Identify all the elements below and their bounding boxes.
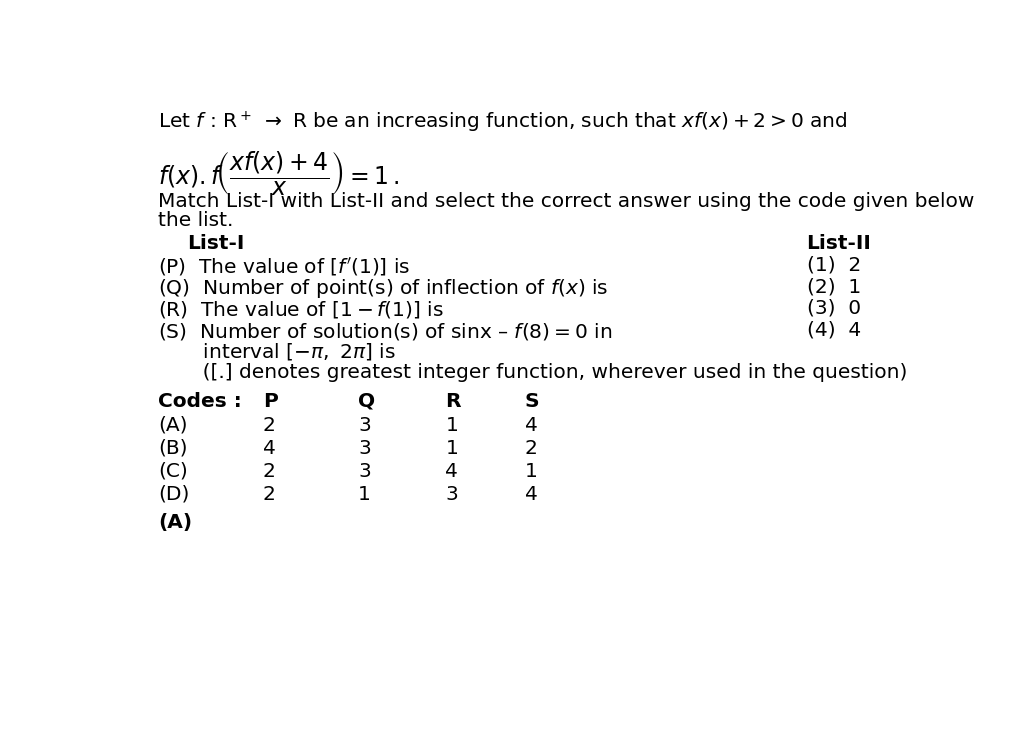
Text: 2: 2	[263, 416, 275, 434]
Text: 4: 4	[524, 484, 538, 504]
Text: (2)  1: (2) 1	[807, 278, 861, 296]
Text: 1: 1	[524, 461, 538, 481]
Text: 4: 4	[445, 461, 459, 481]
Text: Match List-I with List-II and select the correct answer using the code given bel: Match List-I with List-II and select the…	[158, 193, 975, 211]
Text: ([.] denotes greatest integer function, wherever used in the question): ([.] denotes greatest integer function, …	[158, 363, 907, 382]
Text: 4: 4	[524, 416, 538, 434]
Text: 3: 3	[445, 484, 458, 504]
Text: Codes :: Codes :	[158, 392, 242, 411]
Text: (P)  The value of $[f'(1)]$ is: (P) The value of $[f'(1)]$ is	[158, 255, 411, 278]
Text: 1: 1	[445, 439, 459, 458]
Text: R: R	[445, 392, 461, 411]
Text: Let $f$ : R$^+$ $\rightarrow$ R be an increasing function, such that $xf(x) + 2 : Let $f$ : R$^+$ $\rightarrow$ R be an in…	[158, 109, 848, 135]
Text: (C): (C)	[158, 461, 188, 481]
Text: Q: Q	[358, 392, 375, 411]
Text: 1: 1	[358, 484, 371, 504]
Text: (S)  Number of solution(s) of sinx – $f(8) = 0$ in: (S) Number of solution(s) of sinx – $f(8…	[158, 321, 612, 341]
Text: (Q)  Number of point(s) of inflection of $f(x)$ is: (Q) Number of point(s) of inflection of …	[158, 278, 608, 300]
Text: (4)  4: (4) 4	[807, 321, 861, 340]
Text: List-II: List-II	[807, 234, 871, 253]
Text: List-I: List-I	[187, 234, 245, 253]
Text: S: S	[524, 392, 540, 411]
Text: 2: 2	[263, 484, 275, 504]
Text: 3: 3	[358, 416, 371, 434]
Text: (1)  2: (1) 2	[807, 255, 861, 275]
Text: 3: 3	[358, 439, 371, 458]
Text: 3: 3	[358, 461, 371, 481]
Text: (R)  The value of $[1 - f(1)]$ is: (R) The value of $[1 - f(1)]$ is	[158, 299, 444, 320]
Text: 4: 4	[263, 439, 275, 458]
Text: the list.: the list.	[158, 211, 233, 231]
Text: P: P	[263, 392, 278, 411]
Text: 2: 2	[524, 439, 538, 458]
Text: (3)  0: (3) 0	[807, 299, 860, 318]
Text: 1: 1	[445, 416, 459, 434]
Text: 2: 2	[263, 461, 275, 481]
Text: (A): (A)	[158, 513, 193, 532]
Text: $f(x).f\!\left(\dfrac{xf(x)+4}{x}\right)=1\,.$: $f(x).f\!\left(\dfrac{xf(x)+4}{x}\right)…	[158, 150, 399, 198]
Text: (D): (D)	[158, 484, 189, 504]
Text: interval $[-\pi,\ 2\pi]$ is: interval $[-\pi,\ 2\pi]$ is	[158, 341, 396, 362]
Text: (A): (A)	[158, 416, 187, 434]
Text: (B): (B)	[158, 439, 187, 458]
